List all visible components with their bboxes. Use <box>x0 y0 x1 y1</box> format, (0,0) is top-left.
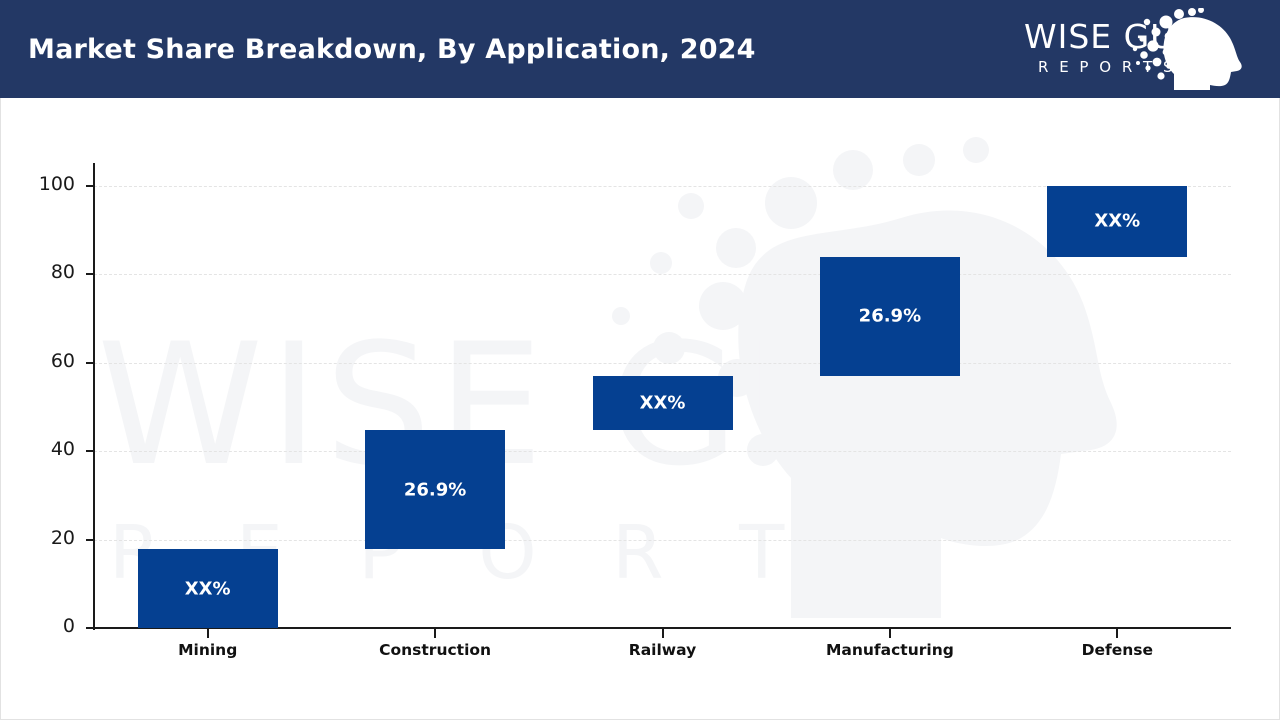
x-axis-spine <box>93 627 1231 630</box>
bar-mining[interactable] <box>137 549 278 628</box>
bar-defense[interactable] <box>1047 186 1188 257</box>
bar-construction[interactable] <box>365 430 506 550</box>
gridline <box>94 362 1231 364</box>
x-axis-label-construction: Construction <box>379 641 492 659</box>
y-axis-tick <box>86 450 94 453</box>
y-axis-tick <box>86 273 94 276</box>
x-axis-tick <box>888 629 891 638</box>
bar-railway[interactable] <box>592 375 733 431</box>
y-axis-label: 0 <box>62 615 75 637</box>
y-axis-label: 60 <box>50 349 75 372</box>
bar-manufacturing[interactable] <box>819 256 960 376</box>
y-axis-label: 80 <box>50 261 75 284</box>
gridline <box>94 186 1231 187</box>
wise-guy-reports-logo: WISE GUY R E P O R T S <box>1024 8 1242 90</box>
y-axis-tick <box>86 538 94 541</box>
y-axis-label: 100 <box>38 173 75 195</box>
x-axis-label-mining: Mining <box>178 641 238 659</box>
page-title: Market Share Breakdown, By Application, … <box>28 34 756 65</box>
y-axis-tick <box>86 361 94 364</box>
x-axis-label-manufacturing: Manufacturing <box>825 641 954 659</box>
gridline <box>94 451 1231 453</box>
y-axis-tick <box>86 627 94 629</box>
waterfall-chart: 0 20 40 60 80 100 XX% Mining 26.9% Construction XX… <box>1 98 1279 719</box>
x-axis-label-railway: Railway <box>628 641 697 659</box>
y-axis-label: 40 <box>50 438 75 461</box>
x-axis-tick <box>206 629 209 638</box>
y-axis-tick <box>86 185 94 187</box>
y-axis-label: 20 <box>50 526 75 549</box>
chart-panel: WISE GUY R E P O R T S 0 20 40 60 80 100 XX% Mi… <box>0 98 1280 720</box>
y-axis-spine <box>93 163 96 630</box>
x-axis-tick <box>434 629 437 638</box>
logo-line2: R E P O R T S <box>1038 58 1175 76</box>
header-bar: Market Share Breakdown, By Application, … <box>0 0 1280 98</box>
x-axis-tick <box>1116 629 1119 638</box>
logo-line1: WISE GUY <box>1024 17 1197 56</box>
x-axis-label-defense: Defense <box>1081 641 1154 659</box>
gridline <box>94 274 1231 276</box>
gridline <box>94 539 1231 541</box>
x-axis-tick <box>661 629 664 638</box>
